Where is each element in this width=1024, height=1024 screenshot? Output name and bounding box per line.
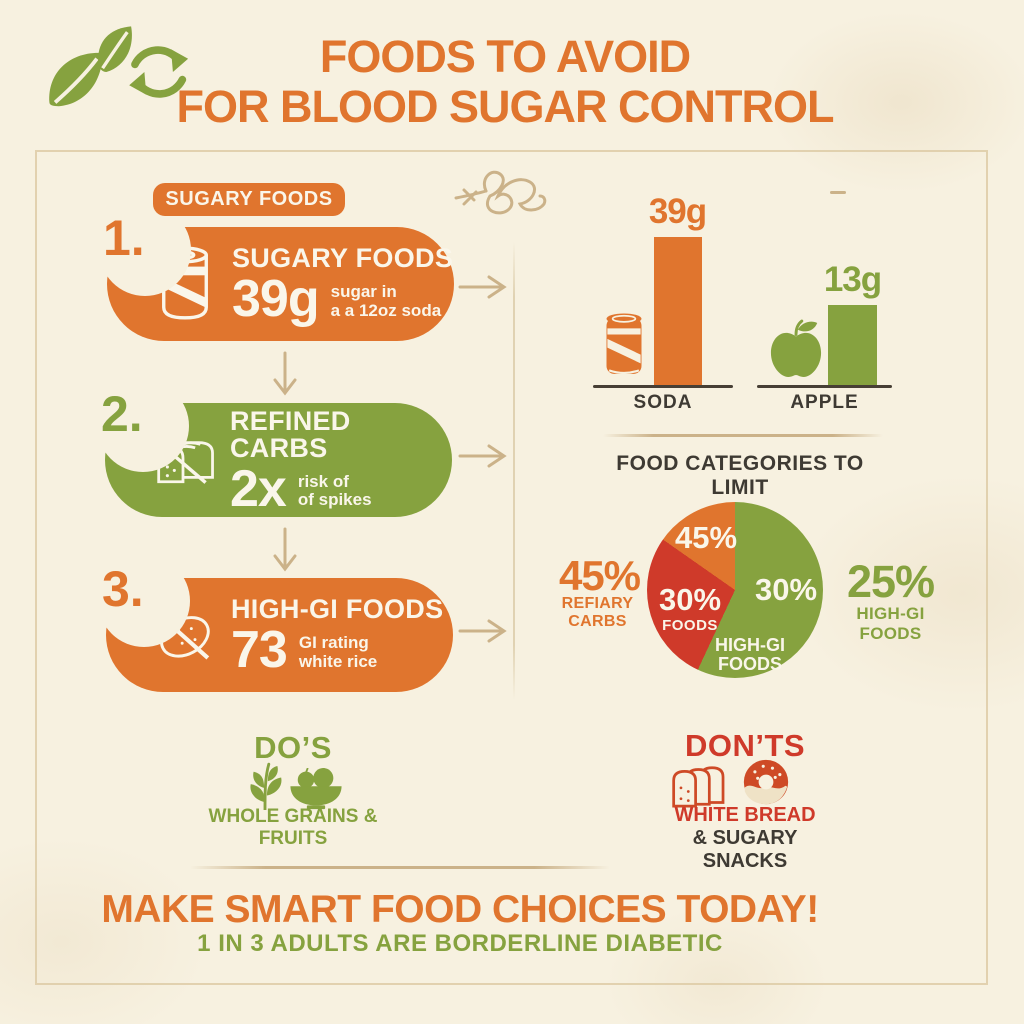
arrow-right-icon: [458, 441, 508, 476]
wheat-sprig-icon: [246, 762, 284, 815]
baseline-apple: [757, 385, 892, 388]
footer-stat: 1 IN 3 ADULTS ARE BORDERLINE DIABETIC: [197, 930, 723, 957]
bar-value-apple: 13g: [823, 260, 882, 299]
page-title: FOODS TO AVOID FOR BLOOD SUGAR CONTROL: [105, 34, 905, 130]
baseline-soda: [593, 385, 733, 388]
leaf-recycle-logo-icon: [38, 22, 190, 127]
arrow-down-icon: [270, 527, 300, 578]
arrow-down-icon: [270, 351, 300, 402]
bar-label-soda: SODA: [633, 392, 693, 413]
footer-cta: MAKE SMART FOOD CHOICES TODAY!: [101, 888, 819, 931]
pie-slice-sublabel-green: HIGH-GI FOODS: [715, 635, 785, 675]
title-line-1: FOODS TO AVOID: [319, 31, 691, 82]
food-categories-pie-chart: [647, 502, 823, 678]
step-3-notch: [98, 555, 190, 647]
section-badge: SUGARY FOODS: [153, 183, 345, 216]
step-2-caption-1: risk of: [297, 471, 349, 491]
bar-apple: [828, 305, 877, 385]
bar-value-soda: 39g: [648, 192, 707, 231]
sugar-bar-chart: SODA APPLE: [575, 180, 905, 415]
title-line-2: FOR BLOOD SUGAR CONTROL: [176, 80, 835, 132]
pie-slice-sublabel-red: FOODS: [662, 617, 718, 634]
chart-divider: [603, 434, 883, 437]
fruit-bowl-icon: [288, 764, 344, 815]
pie-callout-right-label: HIGH-GI FOODS: [856, 604, 925, 643]
pie-callout-right-value: 25%: [846, 556, 935, 607]
pie-chart-title: FOOD CATEGORIES TO LIMIT: [616, 452, 864, 499]
column-divider: [513, 242, 515, 700]
step-3-number: 3.: [102, 561, 144, 617]
arrow-right-icon: [458, 272, 508, 307]
donut-icon: [742, 758, 790, 811]
pie-slice-label-red: 30%: [658, 582, 722, 617]
dos-text-line-2: FRUITS: [258, 828, 328, 849]
squiggle-doodle-icon: [452, 160, 572, 227]
pie-slice-label-green: 30%: [754, 572, 818, 607]
step-3-value: 73: [231, 621, 288, 680]
dash-doodle: [830, 191, 846, 194]
step-2-number: 2.: [101, 386, 143, 442]
donts-text-line-2: & SUGARY SNACKS: [692, 827, 798, 872]
step-2-notch: [97, 380, 189, 472]
bar-label-apple: APPLE: [790, 392, 859, 413]
step-3-card: HIGH-GI FOODS 73 GI rating white rice: [106, 578, 453, 692]
apple-icon: [769, 318, 823, 385]
pie-callout-left-label: REFIARY CARBS: [561, 595, 634, 630]
step-1-caption-2: a a 12oz soda: [330, 300, 442, 320]
pie-callout-left-value: 45%: [558, 552, 641, 599]
step-2-value: 2x: [230, 459, 287, 518]
pie-slice-label-orange: 45%: [674, 520, 738, 555]
step-1-notch: [99, 204, 191, 296]
step-1-value: 39g: [232, 270, 320, 329]
step-3-title: HIGH-GI FOODS: [231, 594, 444, 625]
content-frame: [35, 150, 988, 985]
step-3-caption-1: GI rating: [298, 633, 369, 653]
step-1-number: 1.: [103, 210, 145, 266]
footer-divider: [190, 866, 610, 869]
donts-text-line-1: WHITE BREAD: [674, 804, 816, 826]
step-1-title: SUGARY FOODS: [232, 243, 454, 274]
step-1-caption-1: sugar in: [330, 282, 397, 302]
step-2-caption-2: of spikes: [297, 490, 372, 510]
donts-heading: DON’TS: [684, 728, 806, 763]
dos-text-line-1: WHOLE GRAINS &: [208, 806, 378, 827]
soda-can-icon: [603, 310, 645, 385]
bar-soda: [654, 237, 702, 385]
arrow-right-icon: [458, 616, 508, 651]
step-2-title: REFINED CARBS: [230, 405, 351, 463]
dos-heading: DO’S: [254, 730, 332, 765]
white-bread-slices-icon: [670, 762, 734, 815]
step-3-caption-2: white rice: [298, 651, 378, 671]
